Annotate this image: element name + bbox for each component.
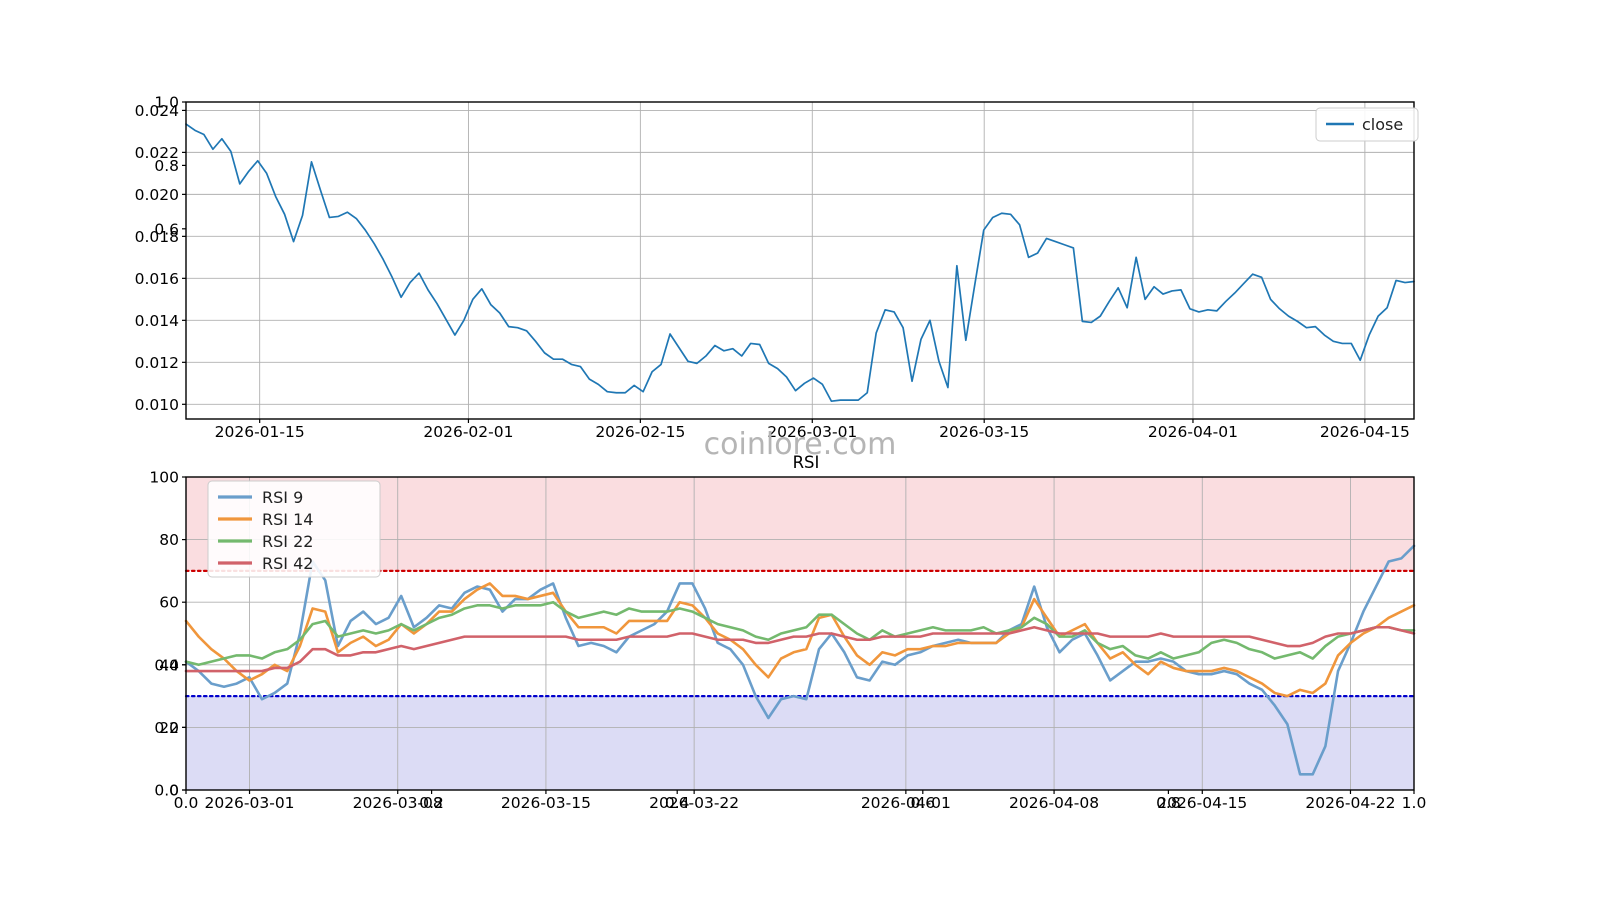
rsi-legend-label-rsi-14: RSI 14 <box>262 510 313 529</box>
price-xtick-2026-03-01: 2026-03-01 <box>767 423 857 441</box>
rsi-series-group <box>184 544 1416 776</box>
rsi-path-rsi-9 <box>184 544 1416 776</box>
rsi-path-rsi-42 <box>184 625 1416 673</box>
rsi-axes-frame <box>185 476 1415 791</box>
price-y-secondary-tick-labels: 0.6 0.8 1.0 <box>154 94 186 238</box>
price-ytick-0.018: 0.018 <box>135 228 179 246</box>
rsi-xtick-2026-04-08: 2026-04-08 <box>1009 794 1099 812</box>
price-ytick-secondary-0.6: 0.6 <box>154 220 179 238</box>
rsi-xtick-secondary-0.4: 0.4 <box>665 794 690 812</box>
price-ytick-secondary-0.8: 0.8 <box>154 157 179 175</box>
rsi-legend-label-rsi-42: RSI 42 <box>262 554 313 573</box>
rsi-xtick-secondary-0.0: 0.0 <box>174 794 199 812</box>
price-xtick-2026-02-01: 2026-02-01 <box>423 423 513 441</box>
price-xtick-2026-02-15: 2026-02-15 <box>595 423 685 441</box>
rsi-path-rsi-22 <box>184 600 1416 667</box>
price-series-close <box>185 123 1415 403</box>
rsi-ytick-40: 40 <box>159 656 179 674</box>
price-ytick-0.020: 0.020 <box>135 186 179 204</box>
price-gridlines <box>186 102 1414 419</box>
rsi-xtick-secondary-0.2: 0.2 <box>419 794 444 812</box>
price-ytick-0.014: 0.014 <box>135 312 179 330</box>
rsi-y-tick-labels: 0 20 40 60 80 100 <box>149 469 186 800</box>
price-legend-box <box>1315 107 1419 142</box>
price-legend-label-close: close <box>1362 115 1403 134</box>
rsi-ytick-60: 60 <box>159 594 179 612</box>
rsi-xtick-2026-03-15: 2026-03-15 <box>501 794 591 812</box>
rsi-xtick-2026-04-01: 2026-04-01 <box>861 794 951 812</box>
price-close-path <box>185 123 1415 403</box>
rsi-ytick-100: 100 <box>149 469 179 487</box>
price-y-tick-labels: 0.010 0.012 0.014 0.016 0.018 0.020 0.022 0.024 <box>135 102 186 414</box>
price-xtick-2026-04-01: 2026-04-01 <box>1148 423 1238 441</box>
rsi-ytick-20: 20 <box>159 719 179 737</box>
rsi-xtick-secondary-0.8: 0.8 <box>1156 794 1181 812</box>
rsi-x-secondary-tick-labels: 0.0 0.2 0.4 0.6 0.8 1.0 <box>174 790 1427 812</box>
rsi-legend-box <box>207 480 381 578</box>
price-ytick-0.022: 0.022 <box>135 144 179 162</box>
rsi-threshold-lines <box>184 569 1416 698</box>
price-ytick-0.010: 0.010 <box>135 396 179 414</box>
rsi-xtick-2026-04-15: 2026-04-15 <box>1157 794 1247 812</box>
rsi-legend-entry-3[interactable]: RSI 42 <box>218 554 313 573</box>
rsi-legend[interactable]: RSI 9 RSI 14 RSI 22 RSI 42 <box>207 480 381 578</box>
rsi-band-oversold <box>186 696 1414 790</box>
rsi-xtick-2026-03-22: 2026-03-22 <box>649 794 739 812</box>
price-x-tick-labels: 2026-01-15 2026-02-01 2026-02-15 2026-03-01… <box>215 419 1410 441</box>
rsi-path-rsi-14 <box>184 582 1416 698</box>
price-legend[interactable]: close <box>1315 107 1419 142</box>
price-xtick-2026-04-15: 2026-04-15 <box>1320 423 1410 441</box>
price-plot-area <box>186 102 1414 419</box>
rsi-xtick-2026-03-01: 2026-03-01 <box>204 794 294 812</box>
rsi-legend-entry-2[interactable]: RSI 22 <box>218 532 313 551</box>
price-ytick-secondary-1.0: 1.0 <box>154 94 179 112</box>
rsi-ytick-secondary-0.0: 0.0 <box>154 782 179 800</box>
price-panel: 0.010 0.012 0.014 0.016 0.018 0.020 0.022 0.024… <box>135 94 1419 441</box>
rsi-ytick-secondary-0.4: 0.4 <box>154 656 179 674</box>
rsi-y-secondary-tick-labels: 0.0 0.2 0.4 <box>154 656 186 800</box>
rsi-threshold-bands <box>186 477 1414 790</box>
rsi-xtick-2026-04-22: 2026-04-22 <box>1305 794 1395 812</box>
price-axes-frame <box>185 101 1415 420</box>
rsi-ytick-80: 80 <box>159 531 179 549</box>
rsi-xtick-secondary-1.0: 1.0 <box>1402 794 1427 812</box>
price-xtick-2026-01-15: 2026-01-15 <box>215 423 305 441</box>
rsi-title: RSI <box>793 453 820 472</box>
price-ytick-0.024: 0.024 <box>135 102 179 120</box>
rsi-ytick-0: 0 <box>169 782 179 800</box>
watermark: coinlore.com <box>704 427 897 462</box>
rsi-legend-label-rsi-9: RSI 9 <box>262 488 303 507</box>
rsi-xtick-2026-03-08: 2026-03-08 <box>353 794 443 812</box>
rsi-legend-entry-0[interactable]: RSI 9 <box>218 488 303 507</box>
rsi-legend-label-rsi-22: RSI 22 <box>262 532 313 551</box>
rsi-legend-entry-1[interactable]: RSI 14 <box>218 510 313 529</box>
price-xtick-2026-03-15: 2026-03-15 <box>939 423 1029 441</box>
rsi-ytick-secondary-0.2: 0.2 <box>154 719 179 737</box>
price-ytick-0.016: 0.016 <box>135 270 179 288</box>
rsi-xtick-secondary-0.6: 0.6 <box>910 794 935 812</box>
price-ytick-0.012: 0.012 <box>135 354 179 372</box>
rsi-band-overbought <box>186 477 1414 571</box>
rsi-x-tick-labels: 2026-03-01 2026-03-08 2026-03-15 2026-03-22… <box>204 790 1396 812</box>
